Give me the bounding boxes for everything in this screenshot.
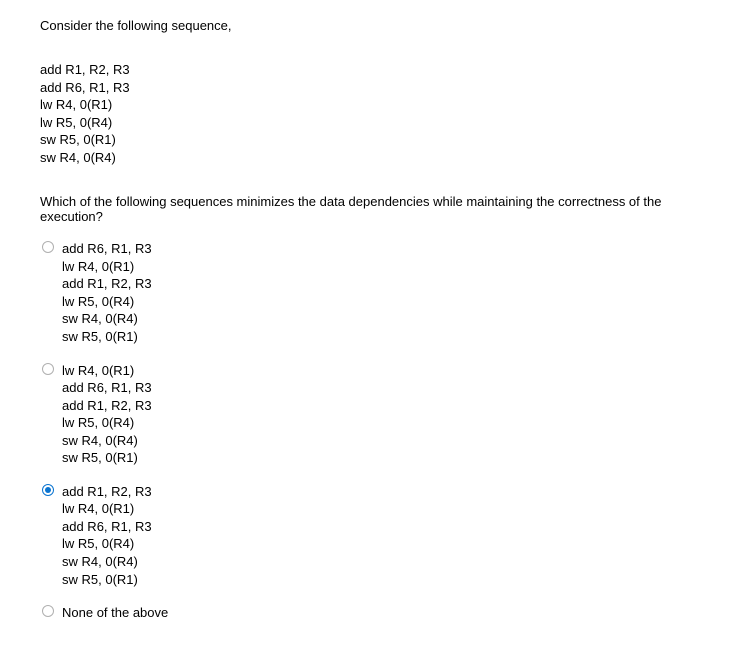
question-prompt: Which of the following sequences minimiz…: [40, 194, 713, 224]
options-group: add R6, R1, R3 lw R4, 0(R1) add R1, R2, …: [40, 240, 713, 621]
question-intro: Consider the following sequence,: [40, 18, 713, 33]
option-content: lw R4, 0(R1) add R6, R1, R3 add R1, R2, …: [62, 362, 152, 467]
option-line: add R1, R2, R3: [62, 397, 152, 415]
option-line: None of the above: [62, 604, 168, 622]
radio-icon: [42, 605, 54, 617]
code-line: add R6, R1, R3: [40, 79, 713, 97]
option-line: add R6, R1, R3: [62, 379, 152, 397]
option-content: add R6, R1, R3 lw R4, 0(R1) add R1, R2, …: [62, 240, 152, 345]
code-line: sw R5, 0(R1): [40, 131, 713, 149]
option-line: lw R4, 0(R1): [62, 500, 152, 518]
option-line: lw R5, 0(R4): [62, 535, 152, 553]
radio-icon: [42, 241, 54, 253]
option-line: sw R4, 0(R4): [62, 553, 152, 571]
option-line: lw R4, 0(R1): [62, 362, 152, 380]
option-line: sw R5, 0(R1): [62, 449, 152, 467]
option-4[interactable]: None of the above: [42, 604, 713, 622]
radio-icon-selected: [42, 484, 54, 496]
option-line: lw R5, 0(R4): [62, 293, 152, 311]
code-line: sw R4, 0(R4): [40, 149, 713, 167]
option-line: add R6, R1, R3: [62, 518, 152, 536]
option-line: sw R5, 0(R1): [62, 571, 152, 589]
option-line: add R1, R2, R3: [62, 275, 152, 293]
option-line: lw R4, 0(R1): [62, 258, 152, 276]
code-line: lw R4, 0(R1): [40, 96, 713, 114]
option-line: add R6, R1, R3: [62, 240, 152, 258]
option-3[interactable]: add R1, R2, R3 lw R4, 0(R1) add R6, R1, …: [42, 483, 713, 588]
code-line: lw R5, 0(R4): [40, 114, 713, 132]
option-2[interactable]: lw R4, 0(R1) add R6, R1, R3 add R1, R2, …: [42, 362, 713, 467]
option-1[interactable]: add R6, R1, R3 lw R4, 0(R1) add R1, R2, …: [42, 240, 713, 345]
option-line: lw R5, 0(R4): [62, 414, 152, 432]
option-line: add R1, R2, R3: [62, 483, 152, 501]
code-sequence: add R1, R2, R3 add R6, R1, R3 lw R4, 0(R…: [40, 61, 713, 166]
option-line: sw R4, 0(R4): [62, 432, 152, 450]
option-line: sw R5, 0(R1): [62, 328, 152, 346]
code-line: add R1, R2, R3: [40, 61, 713, 79]
option-content: None of the above: [62, 604, 168, 622]
option-line: sw R4, 0(R4): [62, 310, 152, 328]
option-content: add R1, R2, R3 lw R4, 0(R1) add R6, R1, …: [62, 483, 152, 588]
radio-icon: [42, 363, 54, 375]
